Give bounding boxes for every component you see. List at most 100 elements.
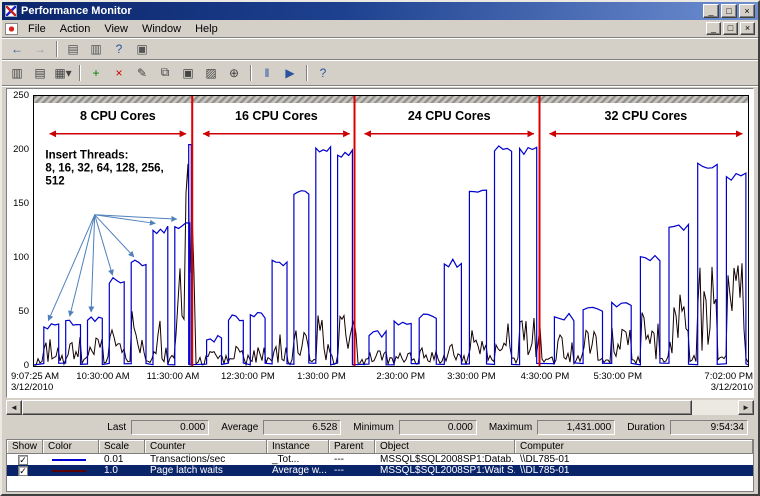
minimize-button[interactable]: _ (703, 4, 719, 18)
show-cell: ✓ (7, 454, 43, 465)
legend-column-object[interactable]: Object (375, 440, 515, 453)
x-tick-label: 10:30:00 AM (76, 371, 130, 382)
computer-cell: \\DL785-01 (520, 465, 570, 476)
export-list-icon[interactable]: ▥ (90, 41, 102, 56)
new-window-icon[interactable]: ▣ (136, 41, 148, 56)
legend-column-computer[interactable]: Computer (515, 440, 753, 453)
insert-threads-arrow (68, 214, 96, 317)
x-tick-label: 11:30:00 AM (146, 371, 200, 382)
scroll-left-icon[interactable]: ◄ (6, 400, 22, 415)
stats-bar: Last 0.000 Average 6.528 Minimum 0.000 Maximum… (6, 419, 754, 436)
cpu-cores-label: 24 CPU Cores (408, 109, 491, 123)
legend-table: Show Color Scale Counter Instance Parent Objec… (6, 439, 754, 492)
x-tick-last: 7:02:00 PM 3/12/2010 (704, 371, 753, 393)
object-cell: MSSQL$SQL2008SP1:Wait S... (380, 465, 515, 476)
stat-label-average: Average (221, 422, 259, 433)
x-tick-label: 1:30:00 PM (297, 371, 346, 382)
scroll-right-icon[interactable]: ► (738, 400, 754, 415)
toolbar-separator (56, 40, 57, 57)
child-minimize-button[interactable]: _ (706, 22, 721, 35)
menu-window[interactable]: Window (141, 22, 182, 35)
x-tick-date: 3/12/2010 (11, 382, 54, 393)
y-axis-labels: 250 200 150 100 50 0 (7, 89, 31, 371)
legend-column-scale[interactable]: Scale (99, 440, 145, 453)
help-icon[interactable]: ? (115, 41, 123, 56)
insert-threads-arrow (94, 214, 114, 276)
x-tick-label: 5:30:00 PM (593, 371, 643, 382)
freeze-display-icon[interactable]: ‖ (264, 65, 270, 80)
highlight-icon[interactable]: ✎ (136, 65, 148, 80)
window-title: Performance Monitor (21, 5, 132, 17)
standard-toolbar: ← → ▤ ▥? ▣ (2, 38, 758, 60)
color-cell (43, 465, 99, 476)
menu-help[interactable]: Help (195, 22, 218, 35)
x-tick-label: 4:30:00 PM (520, 371, 570, 382)
toolbar-separator (79, 64, 80, 81)
menu-view[interactable]: View (104, 22, 128, 35)
add-counter-icon[interactable]: + (92, 65, 100, 80)
maximize-button[interactable]: □ (721, 4, 737, 18)
stat-value-maximum: 1,431.000 (537, 420, 616, 435)
y-tick-label: 100 (13, 252, 29, 263)
child-close-button[interactable]: × (740, 22, 755, 35)
forward-icon[interactable]: → (34, 41, 46, 56)
chart-type-icon[interactable]: ▦▾ (54, 65, 72, 80)
y-tick-label: 200 (13, 144, 29, 155)
show-console-tree-icon[interactable]: ▤ (67, 41, 79, 56)
counter-row[interactable]: ✓ 0.01 Transactions/sec _Tot... --- MSSQL$SQL… (7, 454, 753, 465)
legend-column-instance[interactable]: Instance (267, 440, 329, 453)
update-data-icon[interactable]: ▶ (285, 65, 295, 80)
cpu-cores-label: 32 CPU Cores (605, 109, 688, 123)
legend-column-show[interactable]: Show (7, 440, 43, 453)
show-cell: ✓ (7, 465, 43, 476)
y-tick-label: 250 (13, 90, 29, 101)
stat-label-maximum: Maximum (488, 422, 533, 433)
menu-action[interactable]: Action (59, 22, 91, 35)
parent-cell: --- (334, 465, 344, 476)
legend-column-parent[interactable]: Parent (329, 440, 375, 453)
x-tick-label: 2:30:00 PM (376, 371, 425, 382)
close-button[interactable]: × (739, 4, 755, 18)
copy-properties-icon[interactable]: ⧉ (160, 65, 170, 79)
insert-threads-arrow (88, 214, 96, 313)
insert-threads-arrow (94, 214, 178, 222)
color-cell (43, 454, 99, 465)
show-checkbox[interactable]: ✓ (18, 465, 28, 476)
show-checkbox[interactable]: ✓ (18, 454, 28, 465)
insert-threads-arrow (94, 214, 135, 258)
color-sample (52, 458, 86, 461)
zoom-icon[interactable]: ⊕ (228, 65, 240, 80)
legend-column-color[interactable]: Color (43, 440, 99, 453)
x-tick-date: 3/12/2010 (710, 382, 753, 393)
menu-bar: File Action View Window Help _ □ × (2, 20, 758, 38)
insert-threads-arrow (94, 214, 156, 226)
menu-file[interactable]: File (28, 22, 46, 35)
y-tick-label: 150 (13, 198, 29, 209)
child-restore-button[interactable]: □ (723, 22, 738, 35)
help2-icon[interactable]: ? (319, 65, 327, 80)
scrollbar-thumb[interactable] (22, 400, 692, 415)
counter-cell: Transactions/sec (150, 454, 226, 465)
performance-chart: 8 CPU Cores 16 CPU Cores 24 CPU Cores 32 CP… (33, 95, 749, 367)
view-current-activity-icon[interactable]: ▥ (11, 65, 23, 80)
x-tick-first: 9:07:25 AM 3/12/2010 (11, 371, 59, 393)
title-bar[interactable]: Performance Monitor _ □ × (2, 2, 758, 20)
stat-label-duration: Duration (627, 422, 665, 433)
series-transactions-per-sec (34, 145, 748, 366)
legend-column-counter[interactable]: Counter (145, 440, 267, 453)
y-tick-label: 50 (18, 306, 29, 317)
back-icon[interactable]: ← (11, 41, 23, 56)
horizontal-scrollbar[interactable]: ◄ ► (6, 400, 754, 415)
paste-counter-list-icon[interactable]: ▣ (182, 65, 194, 80)
delete-counter-icon[interactable]: × (115, 65, 123, 80)
scrollbar-track[interactable] (22, 400, 738, 415)
instance-cell: _Tot... (272, 454, 300, 465)
stat-label-last: Last (107, 422, 127, 433)
properties-icon[interactable]: ▨ (205, 65, 217, 80)
scale-cell: 0.01 (104, 454, 124, 465)
x-tick-time: 7:02:00 PM (704, 371, 753, 382)
counter-row[interactable]: ✓ 1.0 Page latch waits Average w... --- MSSQL… (7, 465, 753, 476)
view-log-data-icon[interactable]: ▤ (34, 65, 46, 80)
